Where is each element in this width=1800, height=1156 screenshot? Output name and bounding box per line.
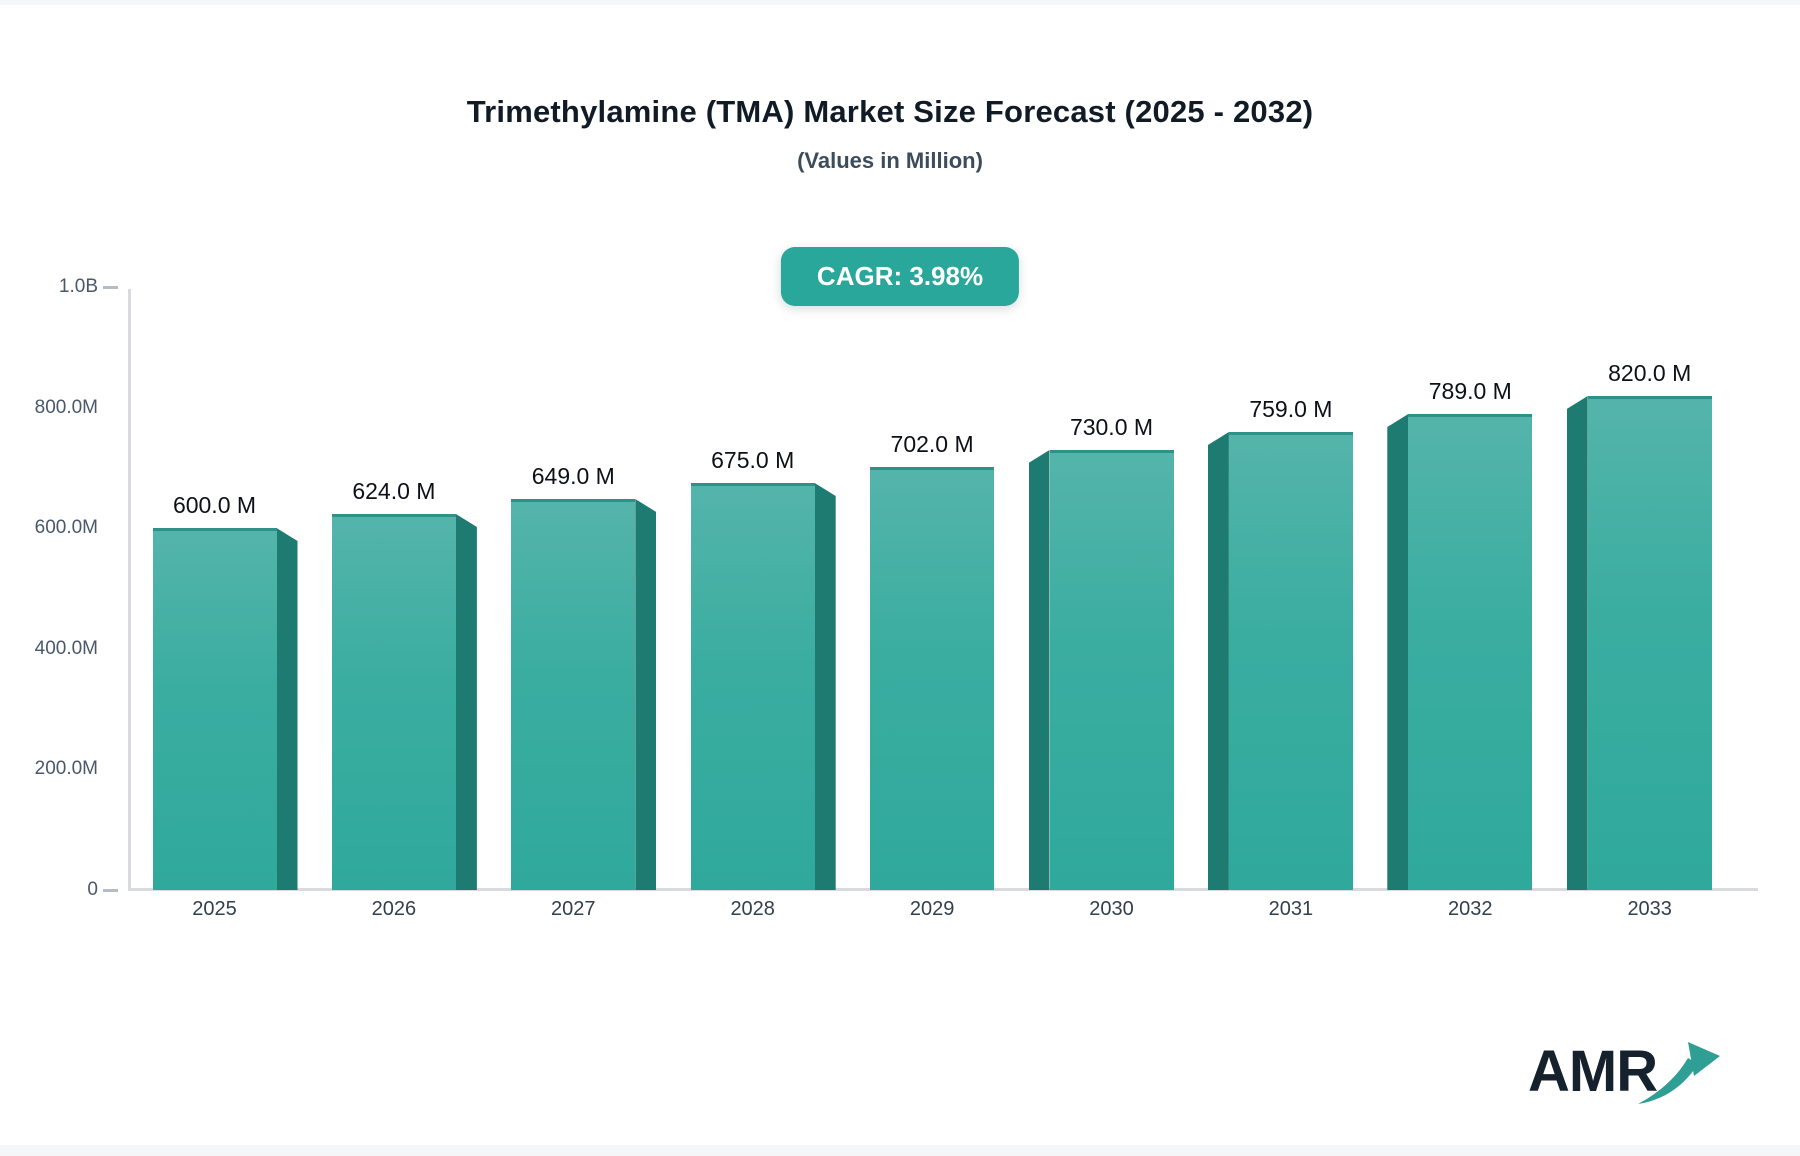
x-axis-label: 2033 xyxy=(1627,898,1672,920)
bar-side-2031 xyxy=(1207,432,1229,890)
bar-side-2030 xyxy=(1028,450,1050,890)
chart-subtitle: (Values in Million) xyxy=(797,148,983,173)
y-axis-label: 400.0M xyxy=(34,637,98,659)
bar-value-label: 675.0 M xyxy=(711,447,795,473)
x-axis-label: 2031 xyxy=(1268,898,1314,920)
x-axis-label: 2028 xyxy=(730,898,775,920)
y-axis-label: 600.0M xyxy=(34,517,98,539)
amr-logo-text: AMR xyxy=(1528,1039,1658,1104)
bar-2026 xyxy=(331,514,456,890)
y-axis-line xyxy=(128,289,131,890)
amr-logo: AMR xyxy=(1528,1028,1720,1118)
y-axis-tick xyxy=(103,286,118,289)
bar-2025 xyxy=(152,528,277,890)
y-axis-label: 800.0M xyxy=(34,396,98,418)
bar-2028 xyxy=(690,483,815,890)
bar-side-2025 xyxy=(276,528,298,890)
bar-value-label: 730.0 M xyxy=(1069,414,1154,440)
bar-2029 xyxy=(870,467,995,890)
y-axis-label: 200.0M xyxy=(34,758,98,780)
bar-side-2026 xyxy=(455,514,477,890)
bar-2032 xyxy=(1408,414,1533,890)
cagr-badge: CAGR: 3.98% xyxy=(780,247,1020,306)
y-axis-tick xyxy=(103,889,118,892)
bar-side-2027 xyxy=(635,499,657,890)
x-axis-label: 2029 xyxy=(909,898,955,920)
chart-title: Trimethylamine (TMA) Market Size Forecas… xyxy=(466,94,1314,129)
bar-value-label: 600.0 M xyxy=(172,492,257,518)
bar-side-2028 xyxy=(814,483,836,890)
bar-value-label: 789.0 M xyxy=(1428,378,1512,404)
bar-value-label: 759.0 M xyxy=(1249,396,1333,422)
y-axis-label: 1.0B xyxy=(58,276,98,297)
growth-arrow-icon xyxy=(1638,1042,1720,1104)
bar-value-label: 702.0 M xyxy=(890,431,974,457)
bar-2031 xyxy=(1228,432,1353,890)
bar-2027 xyxy=(511,499,636,890)
y-axis-label: 0 xyxy=(87,879,98,900)
x-axis-label: 2027 xyxy=(551,898,596,920)
x-axis-label: 2026 xyxy=(371,898,417,920)
x-axis-label: 2032 xyxy=(1448,898,1493,920)
x-axis-label: 2030 xyxy=(1089,898,1134,920)
bar-side-2032 xyxy=(1387,414,1409,890)
bar-2033 xyxy=(1587,396,1712,890)
bar-side-2033 xyxy=(1566,396,1588,890)
bar-value-label: 820.0 M xyxy=(1608,360,1692,386)
bar-value-label: 624.0 M xyxy=(352,478,436,504)
bar-2030 xyxy=(1049,450,1174,890)
x-axis-label: 2025 xyxy=(192,898,237,920)
bar-value-label: 649.0 M xyxy=(531,463,615,489)
